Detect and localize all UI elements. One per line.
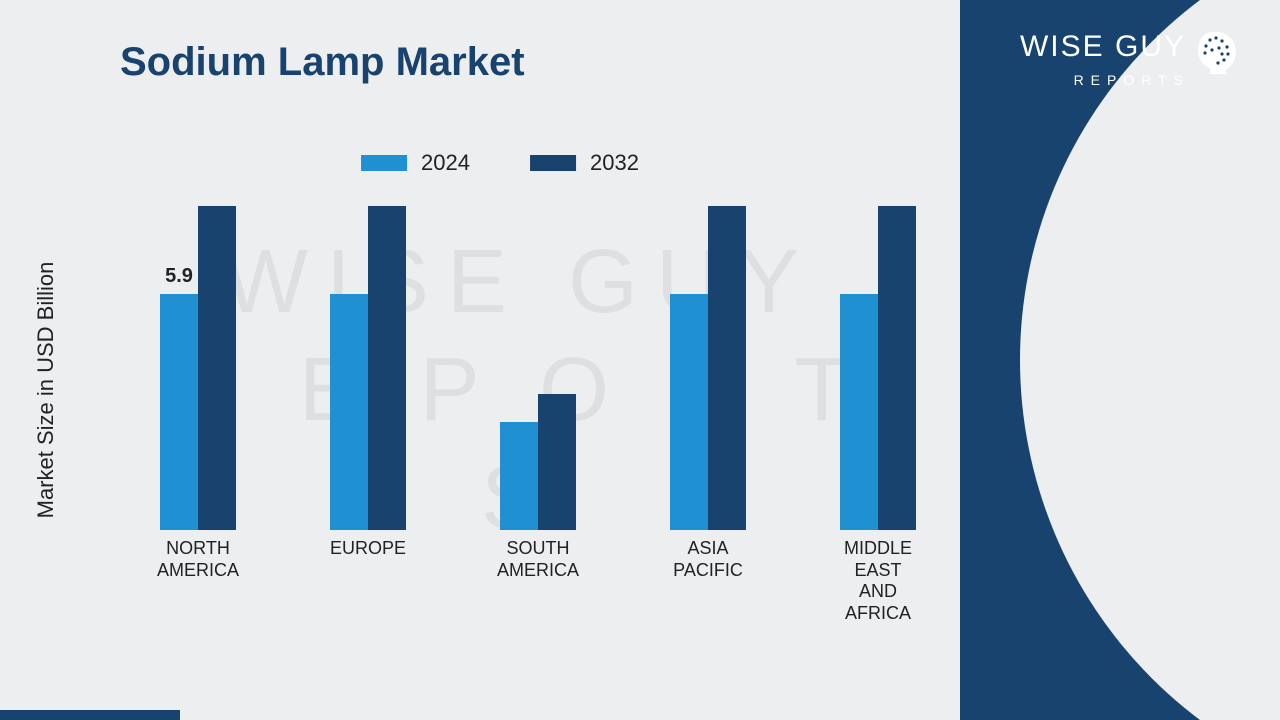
x-category-label: ASIAPACIFIC (633, 538, 783, 581)
x-category-label: SOUTHAMERICA (463, 538, 613, 581)
legend-swatch-2032 (530, 155, 576, 171)
bottom-accent-strip (0, 710, 180, 720)
bar-group: NORTHAMERICA5.9 (160, 190, 236, 530)
legend-swatch-2024 (361, 155, 407, 171)
x-category-label: EUROPE (293, 538, 443, 560)
chart-area: Market Size in USD Billion 2024 2032 NOR… (50, 150, 950, 630)
bar (840, 294, 878, 530)
bar (330, 294, 368, 530)
bar-group: SOUTHAMERICA (500, 190, 576, 530)
y-axis-label: Market Size in USD Billion (33, 262, 59, 519)
bar (500, 422, 538, 530)
brand-band (960, 0, 1280, 720)
chart-title: Sodium Lamp Market (120, 40, 525, 85)
plot-region: NORTHAMERICA5.9 EUROPE SOUTHAMERICA ASIAPAC… (100, 190, 950, 530)
legend-item-2024: 2024 (361, 150, 470, 176)
x-category-label: NORTHAMERICA (123, 538, 273, 581)
bar-group: ASIAPACIFIC (670, 190, 746, 530)
brand-logo: WISE GUY REPORTS (1020, 30, 1240, 88)
brand-top-text: WISE GUY (1020, 30, 1186, 64)
legend-item-2032: 2032 (530, 150, 639, 176)
bar-group: EUROPE (330, 190, 406, 530)
x-category-label: MIDDLEEASTANDAFRICA (803, 538, 953, 624)
circle-cutout (1020, 0, 1280, 720)
bar-group: MIDDLEEASTANDAFRICA (840, 190, 916, 530)
page-root: Sodium Lamp Market WISE GUY R E P O R T … (0, 0, 1280, 720)
brand-head-icon (1192, 30, 1240, 74)
bar (368, 206, 406, 530)
bar (670, 294, 708, 530)
bar (538, 394, 576, 530)
bar (708, 206, 746, 530)
legend: 2024 2032 (361, 150, 639, 176)
brand-sub-text: REPORTS (1020, 72, 1190, 88)
legend-label-2032: 2032 (590, 150, 639, 176)
bar-value-label: 5.9 (165, 265, 193, 288)
bar (198, 206, 236, 530)
bar (160, 294, 198, 530)
bar (878, 206, 916, 530)
legend-label-2024: 2024 (421, 150, 470, 176)
